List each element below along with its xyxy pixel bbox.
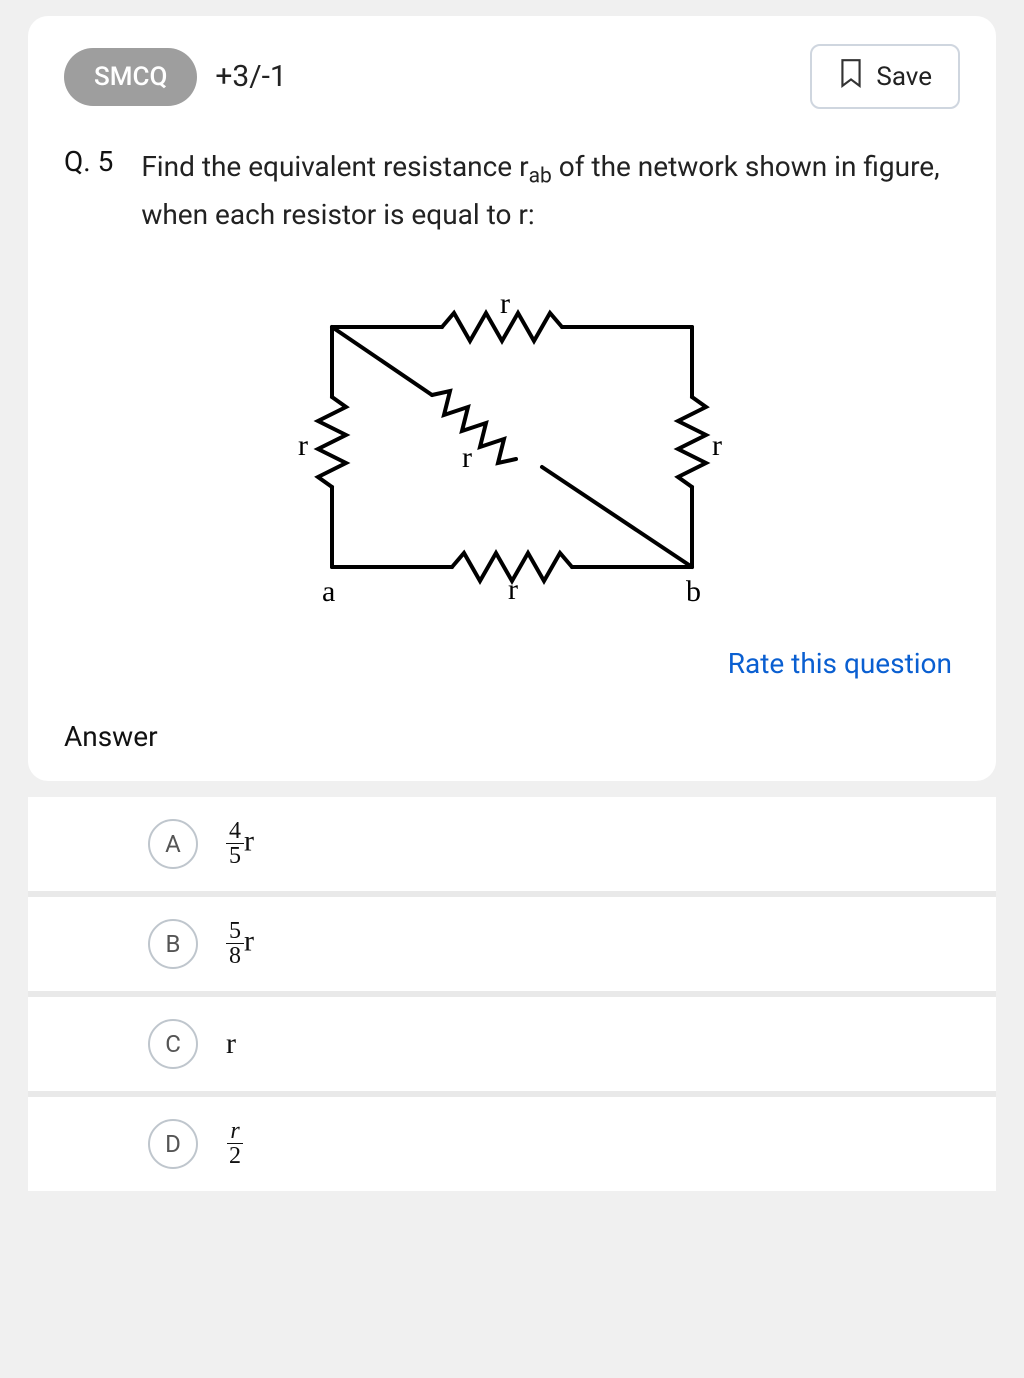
options-list: A 45r B 58r C r D r2 bbox=[28, 797, 996, 1191]
bookmark-icon bbox=[838, 58, 864, 95]
header-row: SMCQ +3/-1 Save bbox=[64, 44, 960, 109]
option-b[interactable]: B 58r bbox=[28, 897, 996, 997]
svg-text:r: r bbox=[712, 429, 722, 462]
option-text-a: 45r bbox=[226, 819, 254, 868]
option-d[interactable]: D r2 bbox=[28, 1097, 996, 1191]
svg-text:r: r bbox=[462, 441, 472, 474]
question-card: SMCQ +3/-1 Save Q. 5 Find the equivalent… bbox=[28, 16, 996, 781]
question-row: Q. 5 Find the equivalent resistance rab … bbox=[64, 145, 960, 237]
option-text-b: 58r bbox=[226, 919, 254, 968]
question-number: Q. 5 bbox=[64, 145, 113, 237]
circuit-svg: r r r r r a b bbox=[272, 287, 752, 617]
option-letter-b: B bbox=[148, 919, 198, 969]
svg-text:b: b bbox=[686, 575, 701, 608]
circuit-figure: r r r r r a b bbox=[64, 287, 960, 617]
question-type-badge: SMCQ bbox=[64, 48, 197, 106]
svg-text:r: r bbox=[298, 429, 308, 462]
save-label: Save bbox=[876, 62, 932, 92]
rate-row: Rate this question bbox=[64, 647, 952, 680]
marks-label: +3/-1 bbox=[215, 59, 286, 94]
option-text-d: r2 bbox=[226, 1119, 244, 1168]
option-c[interactable]: C r bbox=[28, 997, 996, 1097]
rate-question-link[interactable]: Rate this question bbox=[728, 647, 952, 680]
svg-text:r: r bbox=[508, 573, 518, 606]
svg-text:a: a bbox=[322, 575, 335, 608]
question-text: Find the equivalent resistance rab of th… bbox=[141, 145, 960, 237]
save-button[interactable]: Save bbox=[810, 44, 960, 109]
answer-header: Answer bbox=[64, 710, 960, 781]
option-text-c: r bbox=[226, 1027, 236, 1061]
option-letter-d: D bbox=[148, 1119, 198, 1169]
option-letter-a: A bbox=[148, 819, 198, 869]
svg-text:r: r bbox=[500, 287, 510, 320]
option-a[interactable]: A 45r bbox=[28, 797, 996, 897]
option-letter-c: C bbox=[148, 1019, 198, 1069]
